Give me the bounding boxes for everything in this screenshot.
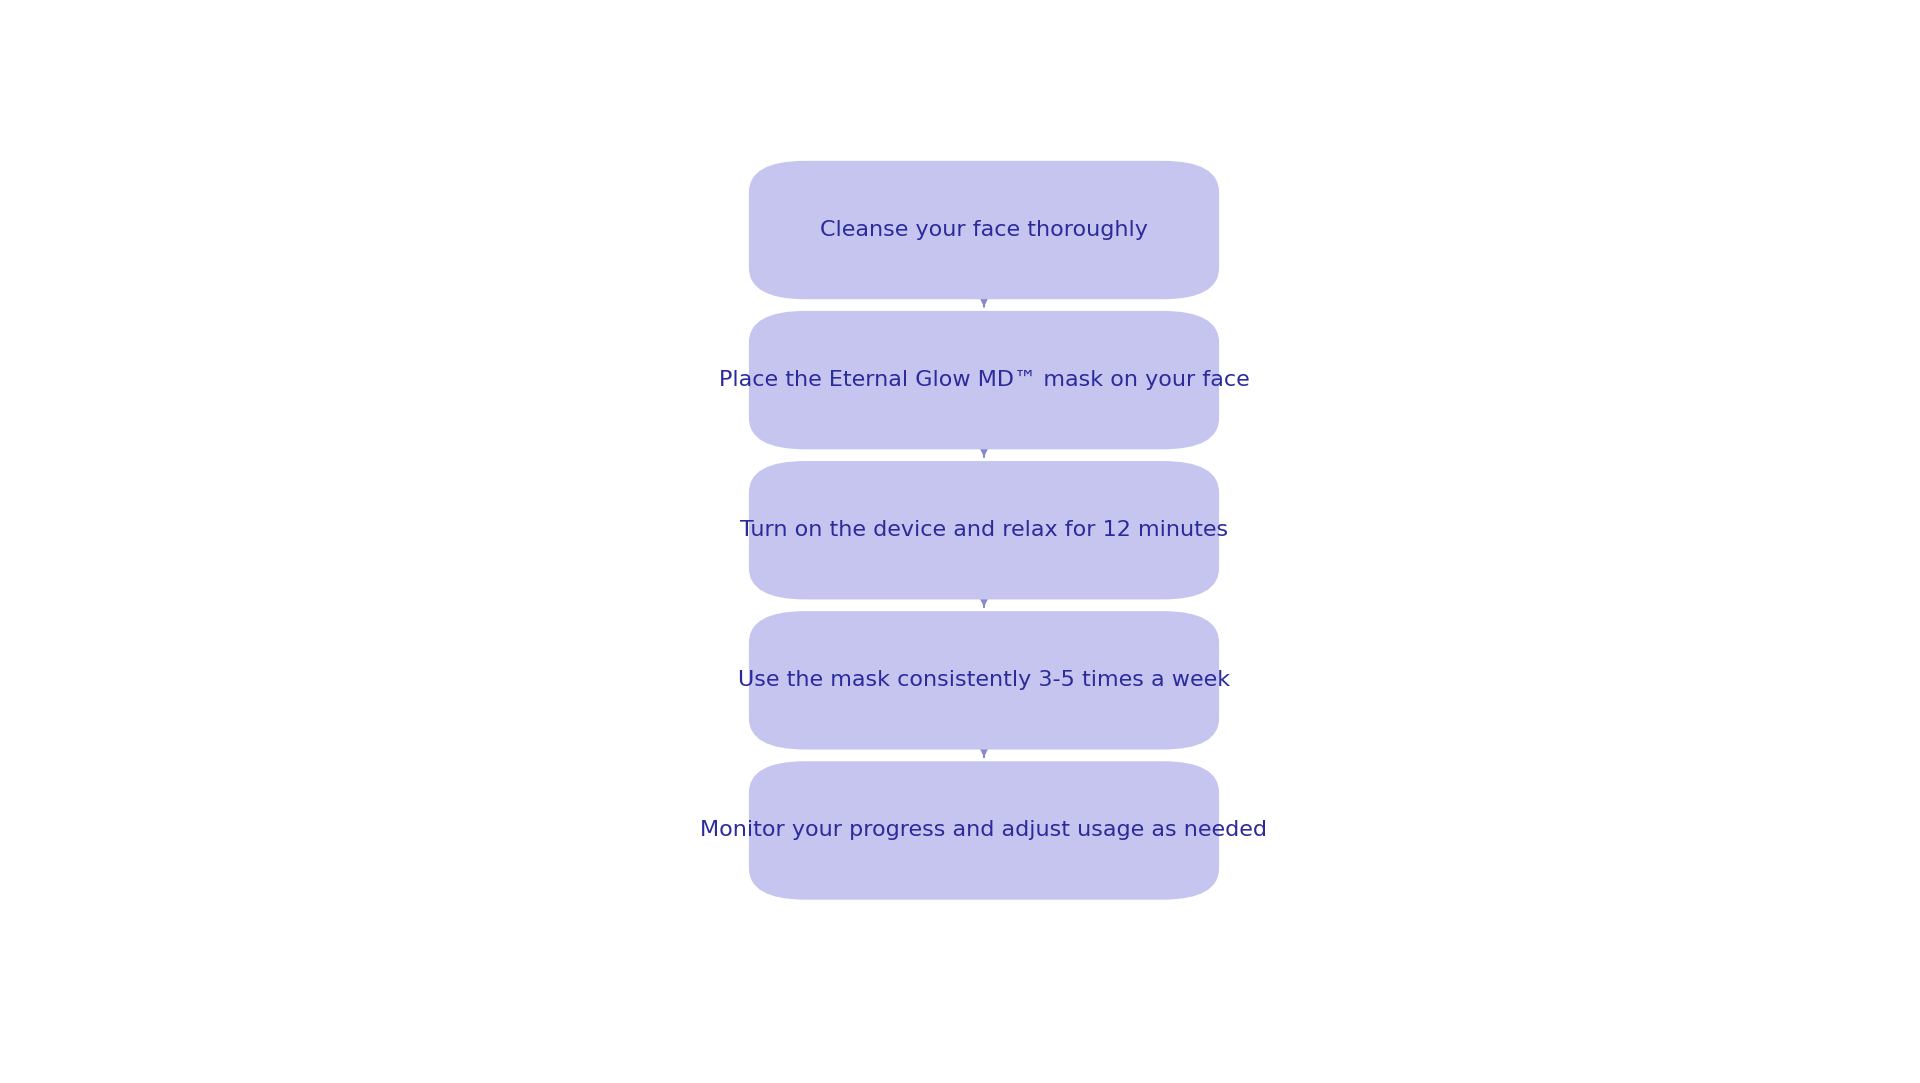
FancyBboxPatch shape [749, 160, 1219, 299]
FancyBboxPatch shape [749, 761, 1219, 900]
FancyBboxPatch shape [749, 461, 1219, 600]
Text: Place the Eternal Glow MD™ mask on your face: Place the Eternal Glow MD™ mask on your … [718, 370, 1250, 390]
Text: Use the mask consistently 3-5 times a week: Use the mask consistently 3-5 times a we… [737, 670, 1231, 690]
FancyBboxPatch shape [749, 611, 1219, 749]
Text: Monitor your progress and adjust usage as needed: Monitor your progress and adjust usage a… [701, 821, 1267, 840]
Text: Cleanse your face thoroughly: Cleanse your face thoroughly [820, 220, 1148, 240]
FancyBboxPatch shape [749, 311, 1219, 449]
Text: Turn on the device and relax for 12 minutes: Turn on the device and relax for 12 minu… [739, 520, 1229, 540]
